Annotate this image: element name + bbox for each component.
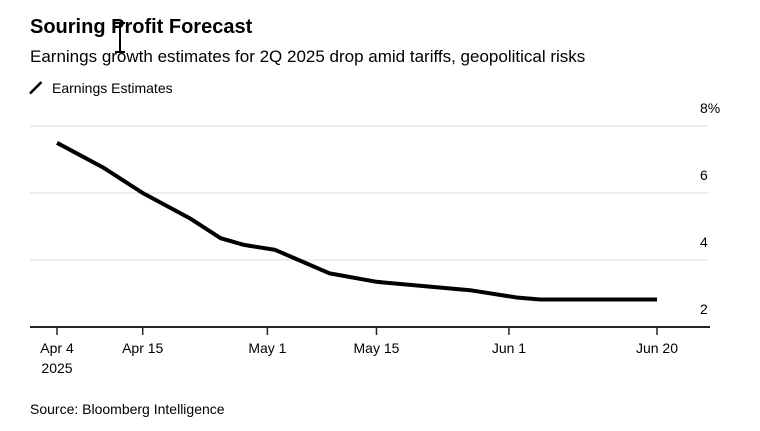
chart-subtitle: Earnings growth estimates for 2Q 2025 dr… — [30, 47, 586, 66]
x-axis-label: Apr 15 — [122, 340, 163, 356]
x-axis-label: Jun 1 — [492, 340, 526, 356]
chart-legend: Earnings Estimates — [28, 79, 173, 97]
earnings-estimates-line-chart: 2 4 6 8% Apr 4 2025 Apr 15 May 1 May 15 Jun 1 Jun … — [30, 100, 720, 376]
line-slash-icon — [29, 81, 43, 95]
y-axis-label: 6 — [700, 167, 708, 183]
i-beam-bottom-serif — [115, 51, 125, 53]
x-axis-label: Apr 4 — [40, 340, 74, 356]
legend-label: Earnings Estimates — [52, 80, 173, 96]
x-axis-label: May 1 — [248, 340, 286, 356]
y-axis-label: 4 — [700, 234, 708, 250]
earnings-estimates-line — [56, 141, 657, 302]
i-beam-stem — [119, 23, 121, 52]
x-axis-label: Jun 20 — [636, 340, 678, 356]
source-attribution: Source: Bloomberg Intelligence — [30, 401, 225, 417]
y-axis-label: 2 — [700, 301, 708, 317]
text-cursor-i-beam-icon — [113, 22, 127, 53]
chart-title: Souring Profit Forecast — [30, 16, 253, 38]
y-axis-label: 8% — [700, 100, 720, 116]
x-axis-sublabel: 2025 — [41, 360, 72, 376]
x-axis-label: May 15 — [354, 340, 400, 356]
